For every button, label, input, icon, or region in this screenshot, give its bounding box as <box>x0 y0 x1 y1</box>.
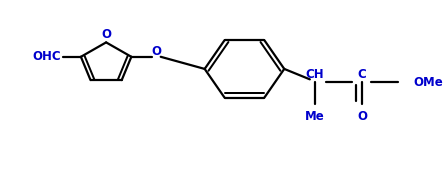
Text: O: O <box>151 45 161 58</box>
Text: O: O <box>357 110 367 123</box>
Text: OMe: OMe <box>413 76 443 89</box>
Text: O: O <box>101 28 111 41</box>
Text: CH: CH <box>305 68 324 81</box>
Text: OHC: OHC <box>32 50 61 63</box>
Text: Me: Me <box>305 110 324 123</box>
Text: C: C <box>358 68 366 81</box>
